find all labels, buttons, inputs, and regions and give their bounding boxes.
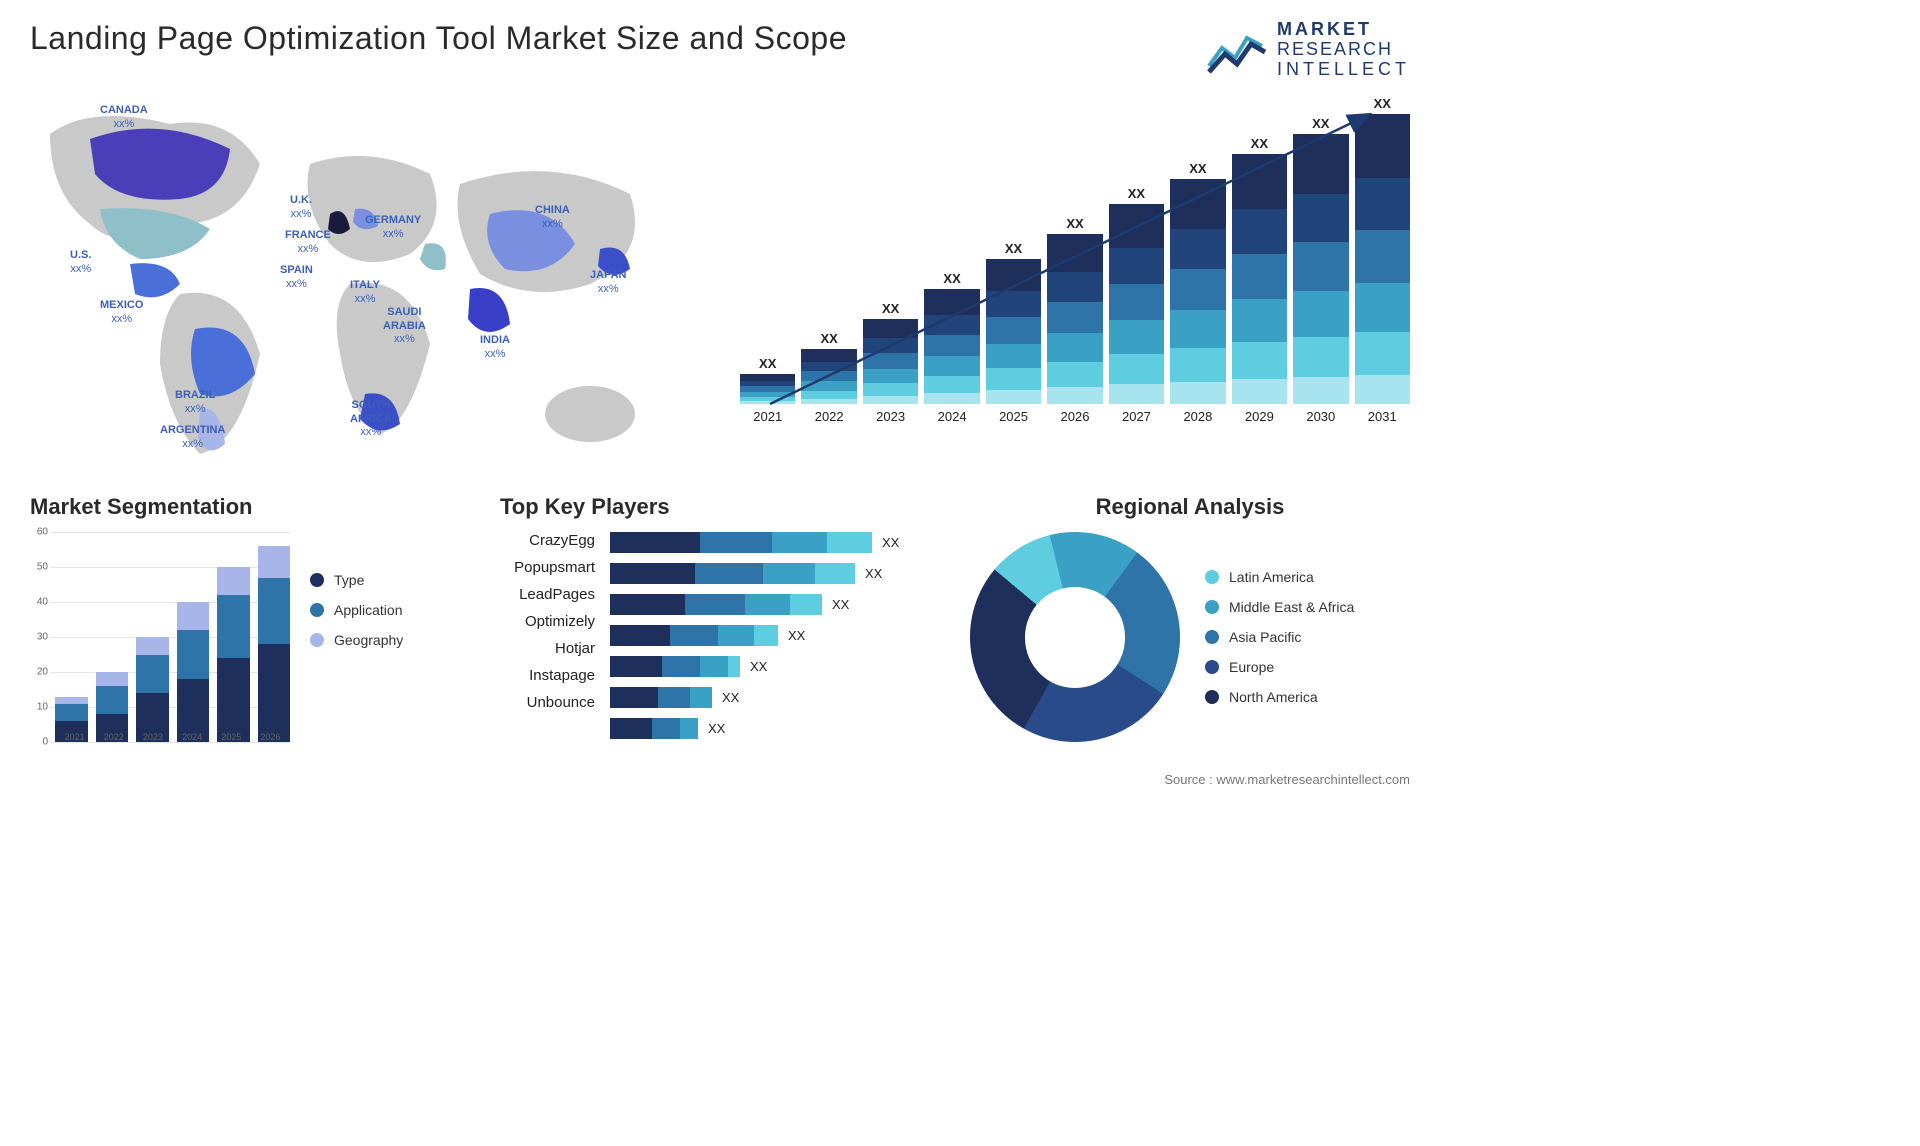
map-label: CHINAxx% [535,204,570,230]
map-label: U.K.xx% [290,194,312,220]
growth-bar: XX2028 [1170,161,1225,424]
growth-bar: XX2026 [1047,216,1102,424]
logo-line1: MARKET [1277,20,1410,40]
key-player-name: Hotjar [500,640,595,657]
key-player-bar: XX [610,532,940,553]
legend-item: Middle East & Africa [1205,599,1354,615]
key-player-name: Optimizely [500,613,595,630]
regional-donut [970,532,1180,742]
legend-item: Latin America [1205,569,1354,585]
legend-item: Geography [310,632,403,648]
key-players-names: CrazyEgg Popupsmart LeadPages Optimizely Hot… [500,532,595,739]
key-players-bars: XX XX XX XX XX XX XX [610,532,940,739]
growth-bar: XX2024 [924,271,979,424]
key-player-bar: XX [610,625,940,646]
map-label: U.S.xx% [70,249,91,275]
key-player-name: Instapage [500,667,595,684]
growth-bar: XX2029 [1232,136,1287,424]
map-label: SAUDIARABIAxx% [383,306,426,346]
logo-line3: INTELLECT [1277,60,1410,80]
growth-bar: XX2030 [1293,116,1348,424]
regional-legend: Latin America Middle East & Africa Asia Pa… [1205,569,1354,705]
source-text: Source : www.marketresearchintellect.com [30,772,1410,787]
map-label: SPAINxx% [280,264,313,290]
segmentation-chart: 0102030405060202120222023202420252026 [30,532,290,762]
legend-item: Application [310,602,403,618]
growth-bar: XX2021 [740,356,795,424]
logo-icon [1207,26,1267,74]
key-players-panel: Top Key Players CrazyEgg Popupsmart LeadPa… [500,494,940,762]
bottom-row: Market Segmentation 01020304050602021202… [30,494,1410,762]
growth-bar: XX2023 [863,301,918,424]
map-label: SOUTHAFRICAxx% [350,399,392,439]
key-player-bar: XX [610,563,940,584]
map-label: MEXICOxx% [100,299,143,325]
brand-logo: MARKET RESEARCH INTELLECT [1207,20,1410,79]
map-label: INDIAxx% [480,334,510,360]
key-player-name: CrazyEgg [500,532,595,549]
segmentation-bar [177,602,210,742]
growth-bar: XX2031 [1355,96,1410,424]
segmentation-title: Market Segmentation [30,494,470,520]
growth-bar: XX2025 [986,241,1041,424]
map-label: FRANCExx% [285,229,331,255]
growth-chart-panel: XX2021XX2022XX2023XX2024XX2025XX2026XX20… [740,94,1410,474]
segmentation-panel: Market Segmentation 01020304050602021202… [30,494,470,762]
segmentation-bar [258,546,291,742]
growth-bar: XX2027 [1109,186,1164,424]
key-player-name: Unbounce [500,694,595,711]
legend-item: Asia Pacific [1205,629,1354,645]
map-label: ARGENTINAxx% [160,424,225,450]
regional-title: Regional Analysis [970,494,1410,520]
map-label: BRAZILxx% [175,389,215,415]
page-title: Landing Page Optimization Tool Market Si… [30,20,847,57]
map-label: CANADAxx% [100,104,148,130]
map-label: GERMANYxx% [365,214,421,240]
regional-panel: Regional Analysis Latin America Middle Ea… [970,494,1410,762]
legend-item: Type [310,572,403,588]
map-label: ITALYxx% [350,279,380,305]
key-player-name: LeadPages [500,586,595,603]
top-row: CANADAxx% U.S.xx% MEXICOxx% BRAZILxx% ARGENT… [30,94,1410,474]
header: Landing Page Optimization Tool Market Si… [30,20,1410,79]
legend-item: Europe [1205,659,1354,675]
key-player-bar: XX [610,687,940,708]
logo-line2: RESEARCH [1277,40,1410,60]
key-player-bar: XX [610,594,940,615]
world-map-panel: CANADAxx% U.S.xx% MEXICOxx% BRAZILxx% ARGENT… [30,94,700,474]
segmentation-legend: Type Application Geography [310,532,403,762]
key-player-bar: XX [610,718,940,739]
key-players-title: Top Key Players [500,494,940,520]
segmentation-bar [217,567,250,742]
key-player-name: Popupsmart [500,559,595,576]
key-player-bar: XX [610,656,940,677]
growth-bar: XX2022 [801,331,856,424]
map-label: JAPANxx% [590,269,626,295]
legend-item: North America [1205,689,1354,705]
segmentation-bar [136,637,169,742]
